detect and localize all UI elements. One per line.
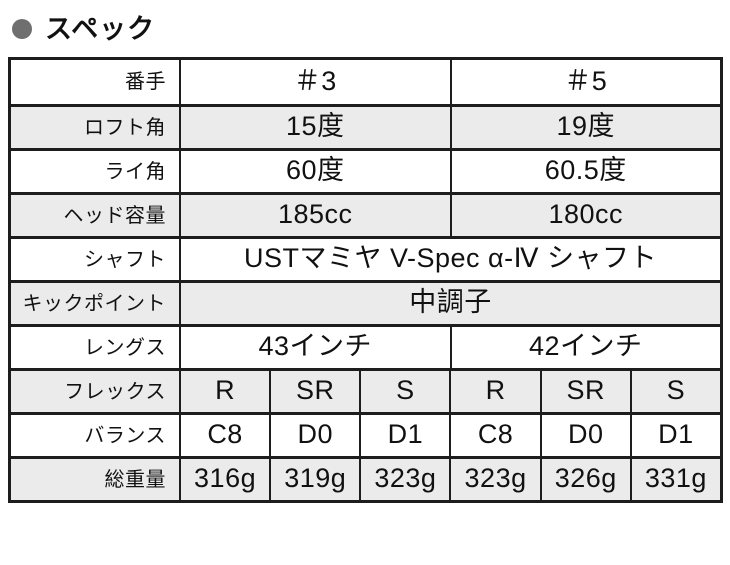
cell-value: D1 xyxy=(629,415,720,456)
cell-value: USTマミヤ V-Spec α-Ⅳ シャフト xyxy=(179,239,720,280)
cell-value: S xyxy=(629,371,720,412)
row-label: ヘッド容量 xyxy=(63,204,166,227)
table-row-bansu: 番手 ＃3 ＃5 xyxy=(11,60,720,104)
row-label: シャフト xyxy=(84,248,166,271)
page-title: スペック xyxy=(45,14,156,44)
cell-value: 331g xyxy=(629,459,720,500)
cell-value: 60度 xyxy=(179,151,450,192)
cell-value: 185cc xyxy=(179,195,450,236)
row-label: ライ角 xyxy=(104,160,166,183)
spec-table: 番手 ＃3 ＃5 ロフト角 15度 19度 ライ角 60度 60.5度 ヘッド容… xyxy=(8,57,723,503)
cell-value: ＃5 xyxy=(449,60,721,104)
cell-value: SR xyxy=(269,371,359,412)
table-row-kickpoint: キックポイント 中調子 xyxy=(11,280,720,324)
table-row-total-weight: 総重量 316g 319g 323g 323g 326g 331g xyxy=(11,456,720,500)
row-label: 番手 xyxy=(125,71,166,93)
table-row-length: レングス 43インチ 42インチ xyxy=(11,324,720,368)
table-row-loft: ロフト角 15度 19度 xyxy=(11,104,720,148)
row-label: レングス xyxy=(84,336,166,359)
cell-value: R xyxy=(449,371,539,412)
row-label: フレックス xyxy=(64,380,166,403)
table-row-shaft: シャフト USTマミヤ V-Spec α-Ⅳ シャフト xyxy=(11,236,720,280)
cell-value: C8 xyxy=(449,415,539,456)
row-label: 総重量 xyxy=(104,468,166,491)
bullet-icon xyxy=(12,18,32,39)
row-label: キックポイント xyxy=(22,292,166,315)
cell-value: 316g xyxy=(179,459,269,500)
cell-value: 180cc xyxy=(449,195,721,236)
cell-value: SR xyxy=(539,371,630,412)
cell-value: 319g xyxy=(269,459,359,500)
table-row-lie: ライ角 60度 60.5度 xyxy=(11,148,720,192)
cell-value: D1 xyxy=(359,415,449,456)
cell-value: C8 xyxy=(179,415,269,456)
table-row-balance: バランス C8 D0 D1 C8 D0 D1 xyxy=(11,412,720,456)
row-label: バランス xyxy=(84,424,166,447)
cell-value: 60.5度 xyxy=(449,151,721,192)
cell-value: R xyxy=(179,371,269,412)
cell-value: 42インチ xyxy=(449,327,721,368)
cell-value: 19度 xyxy=(449,107,721,148)
table-row-flex: フレックス R SR S R SR S xyxy=(11,368,720,412)
cell-value: 323g xyxy=(449,459,539,500)
cell-value: 323g xyxy=(359,459,449,500)
cell-value: S xyxy=(359,371,449,412)
cell-value: 43インチ xyxy=(179,327,450,368)
row-label: ロフト角 xyxy=(84,116,166,139)
cell-value: ＃3 xyxy=(179,60,450,104)
cell-value: 15度 xyxy=(179,107,450,148)
cell-value: D0 xyxy=(539,415,630,456)
cell-value: 中調子 xyxy=(179,283,720,324)
cell-value: D0 xyxy=(269,415,359,456)
table-row-head-volume: ヘッド容量 185cc 180cc xyxy=(11,192,720,236)
cell-value: 326g xyxy=(539,459,630,500)
section-header: スペック xyxy=(0,0,730,44)
